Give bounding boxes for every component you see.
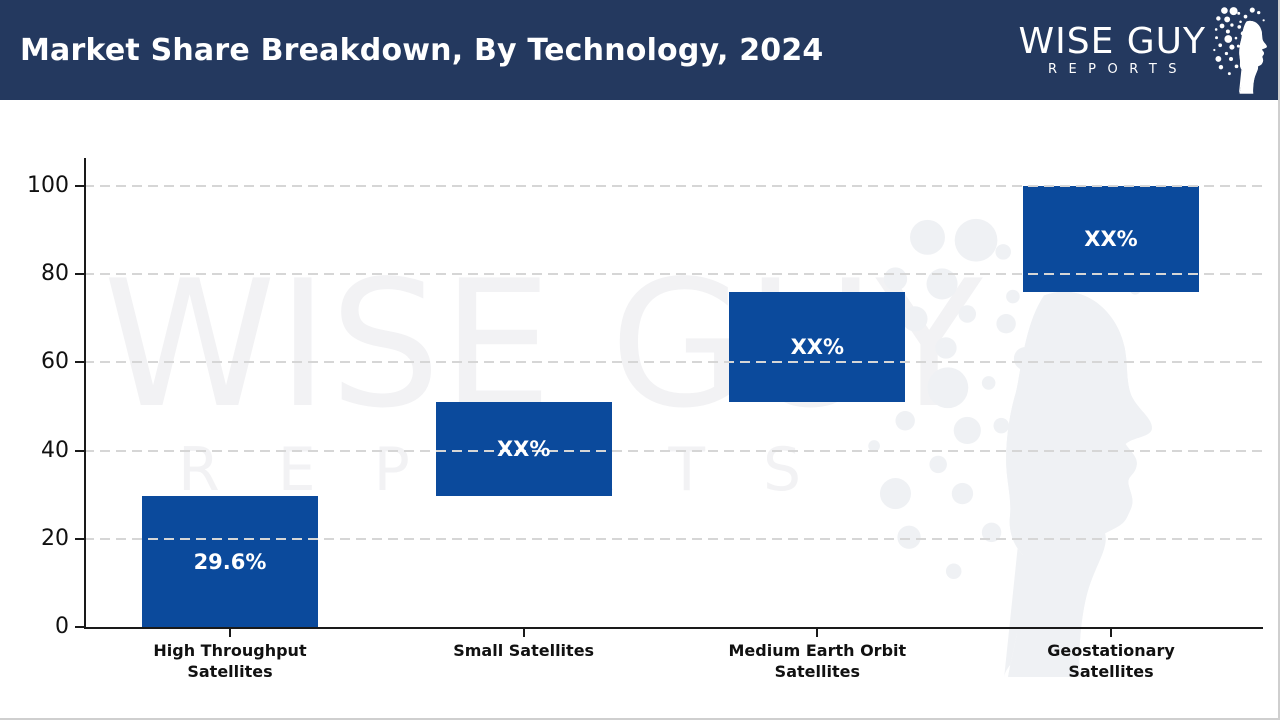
brand-logo-text: WISE GUY REPORTS: [1019, 23, 1207, 77]
y-tick-mark: [75, 273, 84, 276]
x-category-label: Geostationary Satellites: [1047, 641, 1175, 681]
x-category-label: Small Satellites: [453, 641, 595, 660]
bar-segment: [142, 496, 318, 627]
y-axis-line: [84, 158, 86, 629]
x-tick-mark: [229, 629, 231, 637]
brand-logo-face-icon: [1208, 6, 1272, 94]
gridline-y60: [84, 361, 1263, 364]
chart-plot-area: 29.6% XX% XX% XX% 0 20 40 60 80 100 High Throughpu…: [0, 100, 1280, 720]
gridline-y20: [84, 537, 1263, 540]
y-tick-mark: [75, 185, 84, 187]
brand-logo-reports-text: REPORTS: [1047, 61, 1189, 77]
gridline-y80: [84, 273, 1263, 276]
brand-logo: WISE GUY REPORTS: [1019, 4, 1273, 96]
x-tick-mark: [816, 629, 819, 637]
x-tick-mark: [1110, 629, 1112, 637]
y-tick-label: 20: [41, 525, 69, 551]
y-tick-label: 100: [27, 173, 69, 198]
gridline-y40: [84, 449, 1263, 452]
y-tick-label: 80: [41, 261, 69, 287]
y-tick-label: 40: [41, 437, 69, 463]
y-tick-label: 60: [41, 349, 69, 375]
x-axis-line: [84, 627, 1263, 629]
y-tick-mark: [75, 626, 84, 628]
bar-segment: [435, 402, 612, 497]
x-category-label: High Throughput Satellites: [153, 641, 307, 681]
x-category-label: Medium Earth Orbit Satellites: [728, 641, 907, 681]
bar-segment: [729, 291, 906, 403]
bar-value-label: XX%: [790, 334, 845, 359]
bar-value-label: XX%: [1084, 226, 1138, 251]
brand-logo-wordmark: WISE GUY: [1018, 21, 1206, 63]
x-tick-mark: [522, 629, 525, 637]
gridline-y100: [84, 185, 1263, 187]
bar-value-label: XX%: [496, 437, 551, 462]
y-tick-mark: [75, 361, 84, 364]
header-bar: Market Share Breakdown, By Technology, 2…: [0, 0, 1280, 100]
y-tick-label: 0: [55, 614, 69, 639]
page-title: Market Share Breakdown, By Technology, 2…: [20, 33, 824, 68]
y-tick-mark: [75, 449, 84, 452]
y-tick-mark: [75, 537, 84, 540]
bar-value-label: 29.6%: [193, 549, 267, 574]
